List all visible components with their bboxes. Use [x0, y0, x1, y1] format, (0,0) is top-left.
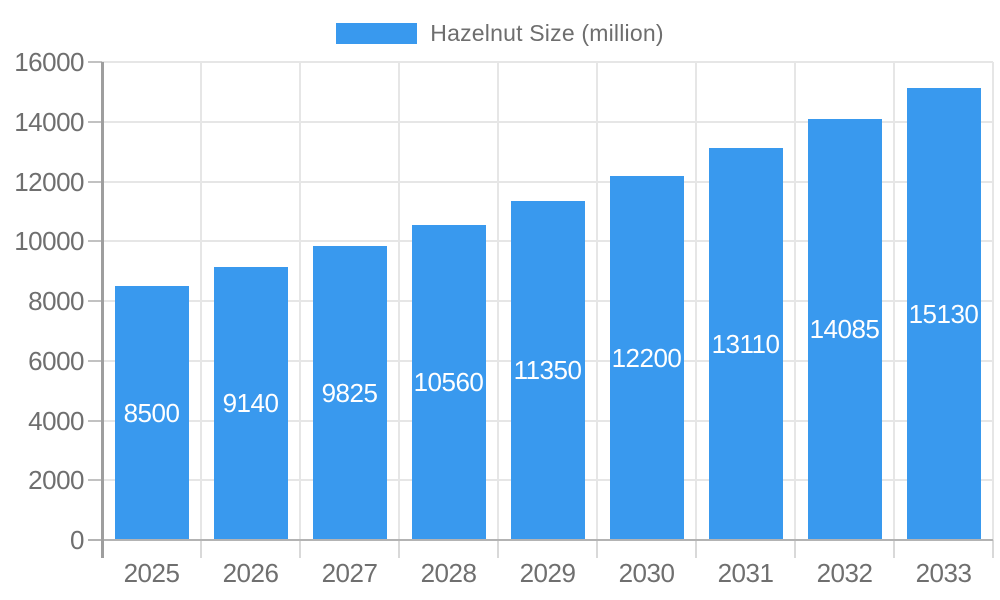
y-axis-tick	[88, 359, 102, 362]
bar[interactable]: 8500	[114, 286, 189, 540]
y-axis-line	[101, 62, 104, 558]
y-axis-tick	[88, 419, 102, 422]
bar[interactable]: 9140	[213, 267, 288, 540]
x-tick-label: 2025	[123, 558, 180, 588]
y-tick-label: 0	[70, 525, 84, 555]
x-tick-label: 2028	[420, 558, 477, 588]
y-tick-label: 6000	[28, 345, 84, 376]
x-axis-tick	[992, 540, 994, 558]
y-tick-label: 2000	[28, 465, 84, 496]
y-tick-label: 16000	[14, 47, 84, 77]
legend-series-label: Hazelnut Size (million)	[430, 19, 664, 46]
h-gridline	[102, 120, 993, 123]
bar-value-label: 9140	[222, 388, 279, 418]
x-axis-tick	[497, 540, 499, 558]
v-gridline	[200, 62, 202, 540]
x-tick-label: 2029	[519, 558, 576, 588]
bar-value-label: 11350	[513, 355, 582, 385]
x-axis-tick	[794, 540, 796, 558]
x-tick-label: 2031	[717, 558, 774, 588]
legend-color-swatch	[336, 22, 418, 44]
y-tick-label: 10000	[14, 226, 84, 257]
y-tick-label: 12000	[14, 166, 84, 197]
bar-value-label: 14085	[809, 314, 880, 344]
x-axis-baseline	[88, 539, 993, 541]
bar-value-label: 13110	[711, 328, 780, 359]
x-axis-tick	[398, 540, 400, 558]
plot-area: 8500 9140 9825 10560 11350 12200 13110 14085 151…	[88, 61, 994, 558]
x-axis-tick	[200, 540, 202, 558]
y-axis-tick	[88, 61, 102, 63]
x-tick-label: 2026	[222, 558, 279, 588]
chart-legend[interactable]: Hazelnut Size (million)	[0, 20, 1000, 46]
bar[interactable]: 11350	[510, 201, 585, 540]
bar-value-label: 8500	[123, 397, 180, 428]
y-axis-tick	[88, 300, 102, 302]
y-axis-tick	[88, 120, 102, 123]
bar-value-label: 9825	[321, 377, 378, 408]
bar-value-label: 15130	[908, 298, 979, 329]
y-axis-tick	[88, 180, 102, 183]
bar[interactable]: 15130	[906, 88, 981, 540]
x-axis-tick	[596, 540, 598, 558]
v-gridline	[695, 62, 697, 540]
x-tick-label: 2027	[321, 558, 378, 588]
v-gridline	[992, 62, 994, 540]
bar[interactable]: 9825	[312, 246, 387, 540]
y-axis-tick	[88, 240, 102, 243]
h-gridline	[102, 61, 993, 63]
x-tick-label: 2030	[618, 558, 675, 588]
v-gridline	[794, 62, 796, 540]
x-tick-label: 2033	[915, 558, 972, 588]
bar-value-label: 10560	[413, 367, 484, 397]
bar[interactable]: 14085	[807, 119, 882, 540]
x-axis-tick	[299, 540, 301, 558]
bar[interactable]: 13110	[708, 148, 783, 540]
y-tick-label: 8000	[28, 286, 84, 316]
v-gridline	[299, 62, 301, 540]
y-tick-label: 4000	[28, 405, 84, 436]
x-axis-tick	[893, 540, 895, 558]
x-tick-label: 2032	[816, 558, 873, 588]
v-gridline	[497, 62, 499, 540]
y-axis-tick	[88, 479, 102, 482]
y-tick-label: 14000	[14, 106, 84, 137]
bar-value-label: 12200	[611, 342, 682, 373]
h-gridline	[102, 180, 993, 183]
v-gridline	[596, 62, 598, 540]
bar[interactable]: 10560	[411, 225, 486, 540]
bar[interactable]: 12200	[609, 176, 684, 540]
v-gridline	[893, 62, 895, 540]
x-axis-tick	[695, 540, 697, 558]
v-gridline	[398, 62, 400, 540]
